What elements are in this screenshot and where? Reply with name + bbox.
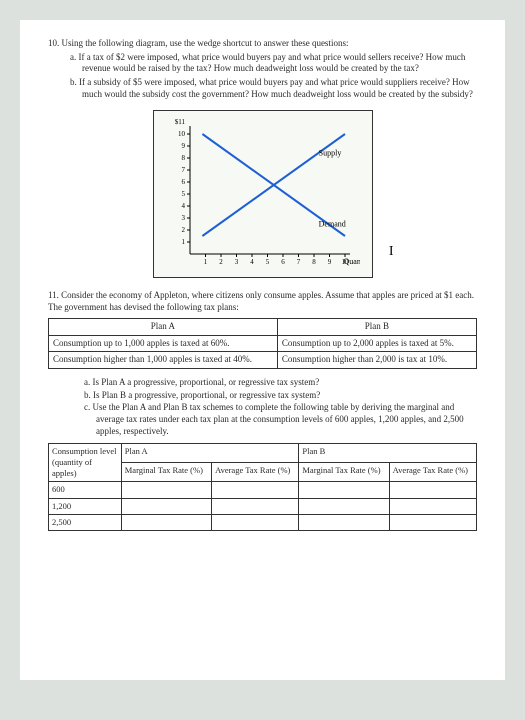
- chart-plot: 12345678910$1112345678910SupplyDemandPri…: [160, 119, 360, 269]
- q11-b: b. Is Plan B a progressive, proportional…: [84, 390, 477, 402]
- svg-text:5: 5: [265, 258, 269, 266]
- q11-c: c. Use the Plan A and Plan B tax schemes…: [84, 402, 477, 437]
- cl-qty-label: (quantity of apples): [52, 457, 92, 478]
- planA-header: Plan A: [49, 318, 278, 335]
- svg-text:$11: $11: [174, 119, 185, 126]
- q10-a: a. If a tax of $2 were imposed, what pri…: [70, 52, 477, 75]
- cl-consumption-label: Consumption level: [52, 446, 116, 456]
- level-2500: 2,500: [49, 514, 122, 530]
- cl-a-average: Average Tax Rate (%): [212, 463, 299, 482]
- page: 10. Using the following diagram, use the…: [20, 20, 505, 680]
- svg-text:10: 10: [178, 130, 186, 138]
- q10-intro: 10. Using the following diagram, use the…: [48, 38, 477, 50]
- consumption-level-table: Consumption level (quantity of apples) P…: [48, 443, 477, 530]
- q10-b: b. If a subsidy of $5 were imposed, what…: [70, 77, 477, 100]
- svg-text:9: 9: [181, 142, 185, 150]
- svg-text:2: 2: [181, 226, 185, 234]
- question-10: 10. Using the following diagram, use the…: [48, 38, 477, 100]
- svg-text:6: 6: [181, 178, 185, 186]
- svg-text:8: 8: [181, 154, 185, 162]
- svg-text:7: 7: [296, 258, 300, 266]
- svg-text:5: 5: [181, 190, 185, 198]
- svg-text:4: 4: [250, 258, 254, 266]
- question-11: 11. Consider the economy of Appleton, wh…: [48, 290, 477, 530]
- q11-intro: 11. Consider the economy of Appleton, wh…: [48, 290, 477, 313]
- q11-a: a. Is Plan A a progressive, proportional…: [84, 377, 477, 389]
- level-600: 600: [49, 482, 122, 498]
- cl-consumption: Consumption level (quantity of apples): [49, 444, 122, 482]
- planB-header: Plan B: [277, 318, 476, 335]
- svg-text:8: 8: [312, 258, 316, 266]
- cl-b-average: Average Tax Rate (%): [389, 463, 476, 482]
- svg-text:7: 7: [181, 166, 185, 174]
- svg-text:1: 1: [203, 258, 207, 266]
- svg-text:9: 9: [327, 258, 331, 266]
- svg-text:1: 1: [181, 238, 185, 246]
- svg-text:Price: Price: [176, 119, 193, 120]
- supply-demand-chart: 12345678910$1112345678910SupplyDemandPri…: [153, 110, 373, 278]
- text-cursor-icon: I: [389, 243, 394, 261]
- tax-plan-table: Plan A Plan B Consumption up to 1,000 ap…: [48, 318, 477, 369]
- svg-text:Supply: Supply: [318, 149, 341, 158]
- planB-row2: Consumption higher than 2,000 is tax at …: [277, 352, 476, 369]
- svg-text:Quantity: Quantity: [343, 257, 360, 266]
- cl-planB: Plan B: [299, 444, 477, 463]
- svg-text:Demand: Demand: [318, 220, 345, 229]
- cl-b-marginal: Marginal Tax Rate (%): [299, 463, 389, 482]
- svg-text:3: 3: [234, 258, 238, 266]
- level-1200: 1,200: [49, 498, 122, 514]
- svg-text:3: 3: [181, 214, 185, 222]
- svg-text:6: 6: [281, 258, 285, 266]
- planA-row2: Consumption higher than 1,000 apples is …: [49, 352, 278, 369]
- cl-planA: Plan A: [121, 444, 299, 463]
- planB-row1: Consumption up to 2,000 apples is taxed …: [277, 335, 476, 352]
- svg-text:2: 2: [219, 258, 223, 266]
- svg-text:4: 4: [181, 202, 185, 210]
- planA-row1: Consumption up to 1,000 apples is taxed …: [49, 335, 278, 352]
- cl-a-marginal: Marginal Tax Rate (%): [121, 463, 211, 482]
